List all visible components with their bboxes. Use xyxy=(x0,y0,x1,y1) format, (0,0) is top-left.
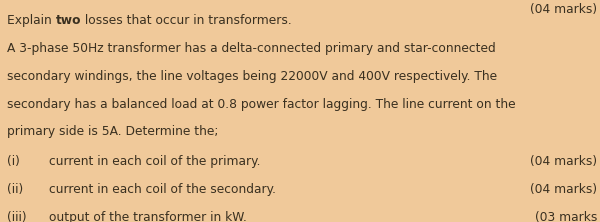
Text: (04 marks): (04 marks) xyxy=(530,183,597,196)
Text: current in each coil of the primary.: current in each coil of the primary. xyxy=(49,155,260,168)
Text: output of the transformer in kW.: output of the transformer in kW. xyxy=(49,211,247,222)
Text: secondary has a balanced load at 0.8 power factor lagging. The line current on t: secondary has a balanced load at 0.8 pow… xyxy=(7,98,516,111)
Text: losses that occur in transformers.: losses that occur in transformers. xyxy=(82,14,292,28)
Text: A 3-phase 50Hz transformer has a delta-connected primary and star-connected: A 3-phase 50Hz transformer has a delta-c… xyxy=(7,42,496,55)
Text: (ii): (ii) xyxy=(7,183,23,196)
Text: (03 marks: (03 marks xyxy=(535,211,597,222)
Text: (04 marks): (04 marks) xyxy=(530,3,597,16)
Text: primary side is 5A. Determine the;: primary side is 5A. Determine the; xyxy=(7,125,218,139)
Text: current in each coil of the secondary.: current in each coil of the secondary. xyxy=(49,183,276,196)
Text: (iii): (iii) xyxy=(7,211,27,222)
Text: (04 marks): (04 marks) xyxy=(530,155,597,168)
Text: (i): (i) xyxy=(7,155,20,168)
Text: secondary windings, the line voltages being 22000V and 400V respectively. The: secondary windings, the line voltages be… xyxy=(7,70,497,83)
Text: Explain: Explain xyxy=(7,14,56,28)
Text: two: two xyxy=(56,14,82,28)
